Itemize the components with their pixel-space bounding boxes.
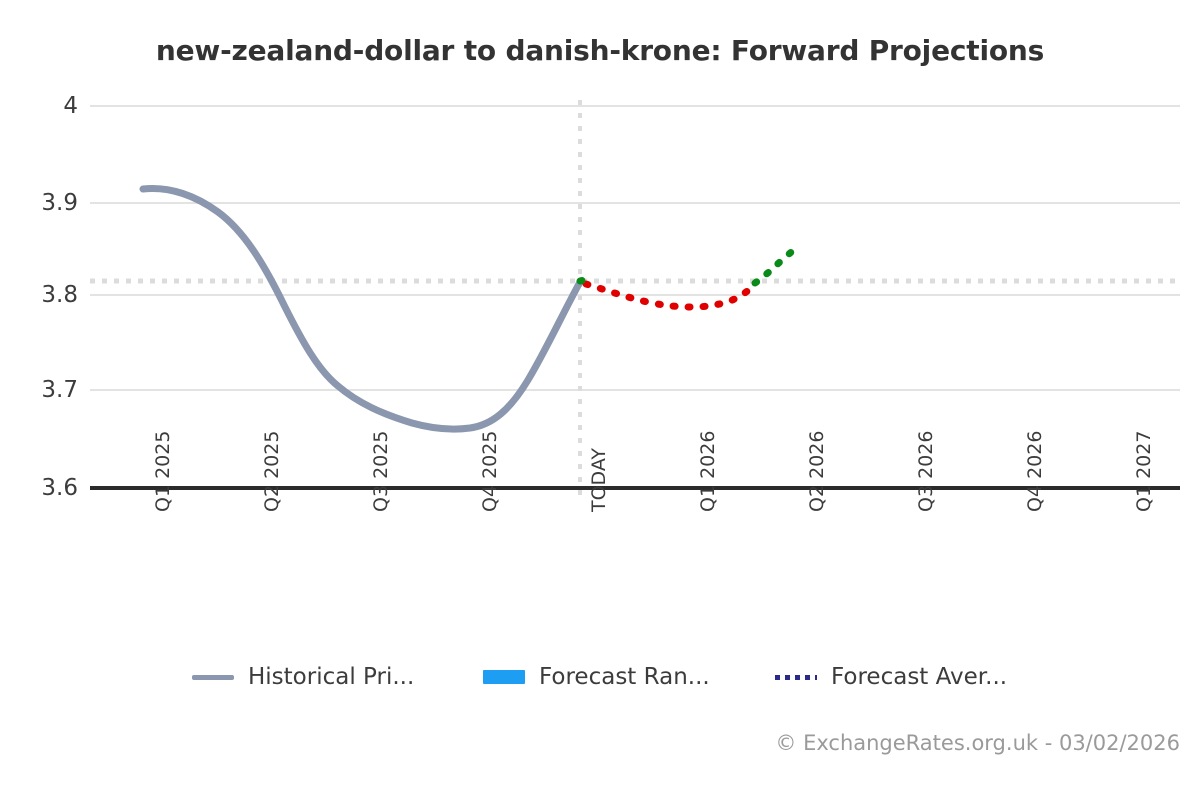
legend-label-forecast-range: Forecast Ran...: [539, 664, 710, 690]
y-axis-tick-3_6: 3.6: [41, 475, 78, 501]
x-axis-tick-q2-2025: Q2 2025: [261, 430, 283, 512]
x-axis-tick-q4-2025: Q4 2025: [479, 430, 501, 512]
chart-legend: Historical Pri... Forecast Ran... Foreca…: [0, 655, 1200, 699]
x-axis-tick-today: TODAY: [588, 448, 610, 512]
x-axis-tick-q2-2026: Q2 2026: [806, 430, 828, 512]
x-axis-tick-q1-2027: Q1 2027: [1133, 430, 1155, 512]
x-axis-tick-q3-2025: Q3 2025: [370, 430, 392, 512]
legend-label-forecast-average: Forecast Aver...: [831, 664, 1008, 690]
legend-item-forecast-range[interactable]: Forecast Ran...: [483, 655, 710, 699]
historical-price-line: [139, 184, 584, 433]
y-axis-tick-3_9: 3.9: [41, 190, 78, 216]
y-axis-tick-3_7: 3.7: [41, 377, 78, 403]
legend-item-historical-price[interactable]: Historical Pri...: [192, 655, 414, 699]
legend-label-historical-price: Historical Pri...: [248, 664, 415, 690]
forecast-average-line-above-start: [576, 275, 592, 285]
legend-box-swatch-icon: [483, 670, 525, 684]
forecast-average-line-below: [582, 280, 760, 311]
y-axis-tick-4: 4: [63, 93, 78, 119]
x-axis-tick-q3-2026: Q3 2026: [915, 430, 937, 512]
x-axis-tick-q4-2026: Q4 2026: [1024, 430, 1046, 512]
chart-title: new-zealand-dollar to danish-krone: Forw…: [155, 34, 1045, 67]
legend-item-forecast-average[interactable]: Forecast Aver...: [775, 655, 1007, 699]
y-axis-tick-3_8: 3.8: [41, 282, 78, 308]
x-axis-tick-q1-2026: Q1 2026: [697, 430, 719, 512]
x-axis-tick-q1-2025: Q1 2025: [152, 430, 174, 512]
legend-line-swatch-icon: [192, 674, 234, 680]
copyright-credit: © ExchangeRates.org.uk - 03/02/2026: [775, 731, 1180, 755]
legend-dotted-swatch-icon: [775, 674, 817, 680]
forecast-average-line-above: [751, 243, 802, 287]
